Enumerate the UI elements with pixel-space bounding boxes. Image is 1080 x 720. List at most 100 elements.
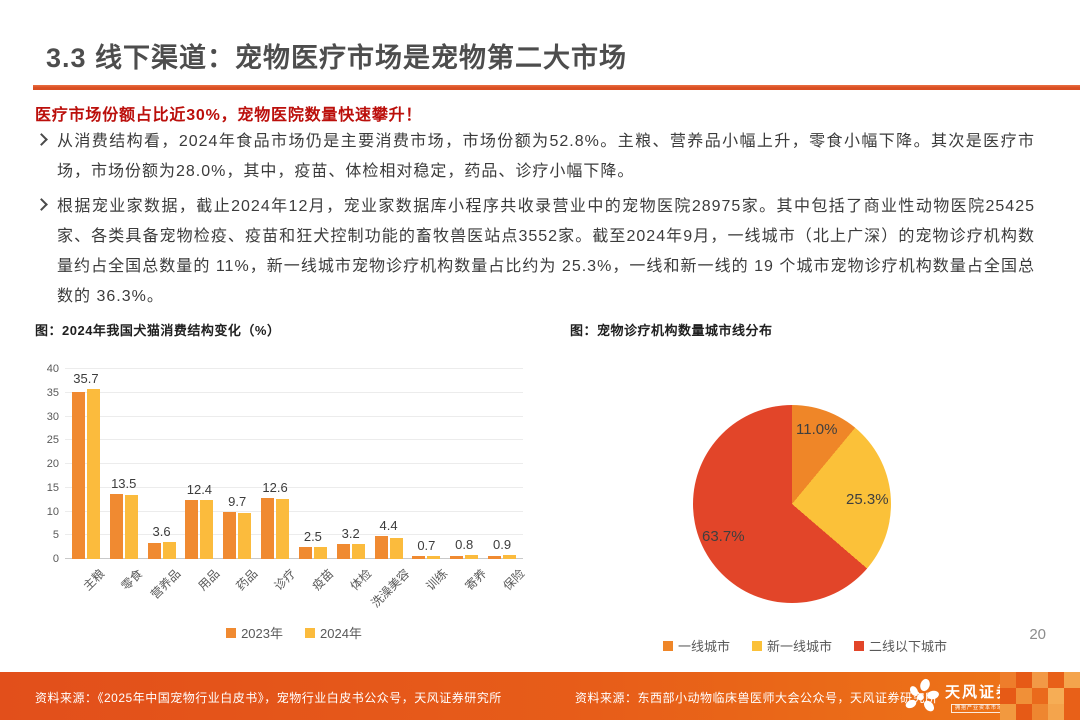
x-axis-category-label: 洗澡美容	[368, 566, 413, 611]
y-axis-tick-label: 0	[52, 553, 59, 565]
pie-slice-label: 63.7%	[702, 528, 745, 545]
bar-group: 3.2	[336, 526, 365, 559]
bar-group: 0.9	[488, 537, 517, 559]
bar-2024年	[503, 554, 517, 559]
page-number: 20	[1029, 626, 1046, 643]
y-axis-tick-label: 15	[46, 481, 59, 494]
flower-logo-icon	[905, 678, 939, 712]
bar-group: 13.5	[109, 476, 138, 559]
bar-2023年	[109, 494, 123, 559]
headline: 医疗市场份额占比近30%，宠物医院数量快速攀升！	[35, 107, 423, 124]
bar-2023年	[71, 391, 85, 559]
x-axis-category-label: 寄养	[462, 566, 489, 594]
bar-value-label: 12.6	[262, 479, 288, 495]
bullet-text: 根据宠业家数据，截止2024年12月，宠业家数据库小程序共收录营业中的宠物医院2…	[57, 198, 1035, 306]
brand-name: 天风证券	[945, 684, 1014, 701]
legend-item: 二线以下城市	[854, 636, 947, 655]
bar-2024年	[313, 547, 327, 559]
x-axis-category-label: 主粮	[80, 566, 108, 594]
bar-group: 0.8	[450, 537, 479, 559]
x-axis-category-label: 体检	[347, 566, 375, 594]
bar-2024年	[351, 543, 365, 559]
mosaic-decoration	[1000, 672, 1080, 720]
legend-label: 2023年	[241, 626, 283, 641]
pie-chart-title: 图：宠物诊疗机构数量城市线分布	[570, 323, 773, 338]
bar-2023年	[147, 543, 161, 559]
bar-value-label: 0.8	[455, 537, 474, 553]
legend-swatch	[305, 627, 315, 638]
bar-2024年	[389, 538, 403, 559]
bar-value-label: 35.7	[73, 371, 99, 387]
title-underline	[33, 85, 1080, 90]
bar-2023年	[374, 536, 388, 559]
y-axis-tick-label: 40	[46, 363, 59, 375]
gridline	[65, 463, 523, 464]
bullet-text: 从消费结构看，2024年食品市场仍是主要消费市场，市场份额为52.8%。主粮、营…	[57, 133, 1035, 181]
source-note-left: 资料来源：《2025年中国宠物行业白皮书》，宠物行业白皮书公众号，天风证券研究所	[35, 691, 502, 705]
bar-group: 12.6	[261, 480, 290, 559]
y-axis-tick-label: 35	[46, 386, 59, 399]
bar-2023年	[412, 556, 426, 559]
pie-slice-label: 11.0%	[796, 421, 838, 438]
pie-chart-plot: 11.0% 25.3% 63.7% 一线城市 新一线城市 二线以下城市	[570, 339, 1040, 659]
bar-value-label: 2.5	[303, 529, 322, 545]
pie-chart-legend: 一线城市 新一线城市 二线以下城市	[570, 636, 1040, 655]
legend-label: 一线城市	[677, 639, 730, 654]
bar-value-label: 13.5	[111, 476, 137, 492]
bar-2024年	[465, 555, 479, 559]
pie-chart: 图：宠物诊疗机构数量城市线分布 11.0% 25.3% 63.7% 一线城市 新一…	[570, 320, 1040, 659]
bar-2024年	[124, 494, 138, 559]
gridline	[65, 368, 523, 369]
legend-item: 2023年	[226, 623, 283, 642]
bar-2023年	[298, 547, 312, 559]
y-axis-tick-label: 30	[46, 410, 59, 423]
x-axis-category-label: 疫苗	[309, 566, 337, 594]
bar-chart-plot: 0 5 10 15 20 25 30 35 40 35.7 13.5 3.6 12.4 9.7 12.6 2.…	[47, 363, 523, 565]
bar-2023年	[450, 555, 464, 559]
bar-value-label: 4.4	[379, 518, 398, 534]
bar-group: 12.4	[185, 482, 214, 559]
legend-swatch	[854, 640, 864, 651]
legend-label: 新一线城市	[766, 639, 832, 654]
gridline	[65, 486, 523, 488]
bar-2023年	[185, 500, 199, 559]
bar-group: 0.7	[412, 538, 441, 559]
gridline	[65, 439, 523, 441]
x-axis-category-label: 营养品	[148, 566, 184, 602]
brand-text: 天风证券 拥抱产业资本市场	[945, 681, 1013, 713]
bullet-arrow-icon	[35, 127, 57, 187]
bar-2023年	[336, 543, 350, 559]
bar-2024年	[200, 500, 214, 559]
legend-item: 2024年	[305, 623, 362, 642]
pie-graphic	[693, 405, 891, 603]
gridline	[65, 391, 523, 393]
bullet-item: 根据宠业家数据，截止2024年12月，宠业家数据库小程序共收录营业中的宠物医院2…	[35, 192, 1035, 312]
bar-value-label: 12.4	[186, 482, 213, 498]
bar-group: 2.5	[298, 529, 327, 559]
x-axis-category-label: 用品	[194, 566, 222, 594]
bar-2024年	[238, 512, 252, 559]
y-axis-tick-label: 10	[46, 505, 59, 518]
bar-groups: 35.7 13.5 3.6 12.4 9.7 12.6 2.5 3.2 4.4 0.7 0.8 0.9	[65, 369, 523, 559]
bar-group: 4.4	[374, 518, 403, 559]
brand-logo: 天风证券 拥抱产业资本市场	[903, 678, 1013, 716]
bar-2024年	[427, 555, 441, 559]
x-axis-category-label: 保险	[500, 566, 528, 594]
bar-2023年	[261, 497, 275, 559]
bar-2023年	[223, 512, 237, 559]
bar-group: 9.7	[223, 494, 252, 559]
bar-value-label: 0.9	[492, 536, 512, 552]
bar-2024年	[276, 499, 290, 559]
legend-swatch	[662, 640, 673, 651]
pie-slice-label: 25.3%	[846, 491, 889, 508]
bar-group: 35.7	[71, 371, 100, 559]
bar-value-label: 9.7	[228, 494, 247, 510]
bar-group: 3.6	[147, 524, 176, 559]
bar-2024年	[86, 389, 100, 559]
legend-item: 新一线城市	[751, 636, 832, 655]
x-axis-category-label: 诊疗	[271, 566, 299, 594]
legend-item: 一线城市	[662, 636, 730, 655]
source-note-right: 资料来源：东西部小动物临床兽医师大会公众号，天风证券研究所	[575, 691, 938, 705]
x-axis-category-label: 药品	[233, 566, 261, 594]
